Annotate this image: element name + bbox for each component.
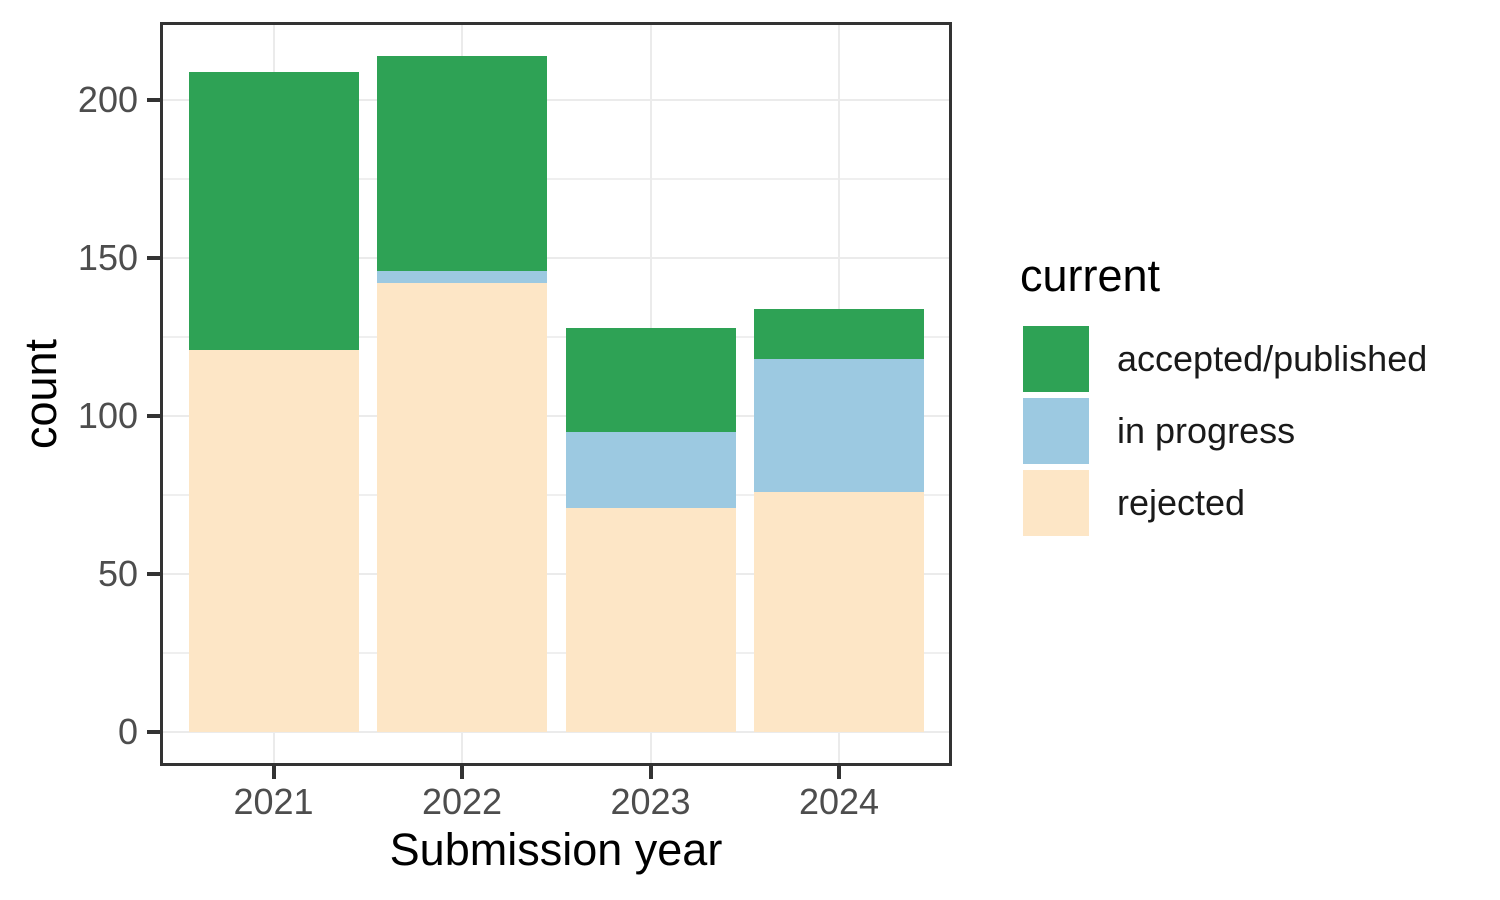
x-tick-mark-2021 [271,765,276,779]
y-tick-label-100: 100 [77,395,138,436]
legend-entry-accepted-published: accepted/published [1023,326,1427,392]
legend-title: current [1020,250,1161,301]
bar-segment-rejected-2021 [188,349,359,732]
legend-swatch-rejected [1023,470,1089,536]
legend-label: accepted/published [1117,338,1428,379]
bar-segment-in-progress-2022 [377,270,547,284]
x-tick-label-2023: 2023 [610,781,691,822]
y-axis-title: count [15,338,66,450]
gridline-minor-y175 [161,178,951,180]
x-tick-label-2024: 2024 [798,781,880,822]
y-tick-mark-0 [147,730,161,734]
y-tick-mark-200 [147,98,161,102]
x-tick-label-2021: 2021 [233,781,314,822]
plot-panel: 0 50 100 150 200 2021 2022 2023 2024 [78,22,952,820]
bar-segment-rejected-2024 [754,491,924,732]
y-tick-label-200: 200 [77,79,138,120]
bar-segment-rejected-2023 [565,507,736,732]
y-tick-label-150: 150 [77,237,138,278]
legend-label: rejected [1117,482,1246,523]
bar-segment-accepted-published-2021 [188,71,359,350]
gridline-minor-y125 [161,336,951,338]
gridline-minor-y75 [161,494,951,496]
legend-entry-in-progress: in progress [1023,398,1427,464]
x-tick-mark-2024 [837,765,841,779]
x-tick-mark-2023 [648,765,653,779]
bar-segment-in-progress-2024 [754,359,924,492]
legend-swatch-accepted-published [1023,326,1089,392]
gridline-major-y50 [161,573,951,575]
bar-segment-accepted-published-2022 [377,55,547,271]
y-tick-label-0: 0 [117,711,138,752]
gridline-major-y150 [161,257,951,259]
x-axis-title: Submission year [389,824,723,875]
bar-segment-in-progress-2023 [565,431,736,508]
legend-entries: accepted/published in progress rejected [1018,326,1427,536]
gridline-major-y0 [161,731,951,733]
legend-label: in progress [1117,410,1296,451]
legend-entry-rejected: rejected [1023,470,1427,536]
x-tick-label-2022: 2022 [421,781,503,822]
y-tick-mark-150 [147,256,161,260]
legend: current accepted/published in progress rej… [1018,250,1427,542]
y-tick-mark-100 [147,414,161,418]
bar-segment-accepted-published-2023 [565,327,736,432]
gridline-minor-y25 [161,652,951,654]
bar-segment-rejected-2022 [377,283,547,732]
gridline-major-y100 [161,415,951,417]
bar-segment-accepted-published-2024 [754,308,924,360]
y-tick-label-50: 50 [97,553,138,594]
legend-swatch-in-progress [1023,398,1089,464]
y-tick-mark-50 [147,572,161,576]
x-tick-mark-2022 [460,765,464,779]
gridline-major-y200 [161,99,951,101]
